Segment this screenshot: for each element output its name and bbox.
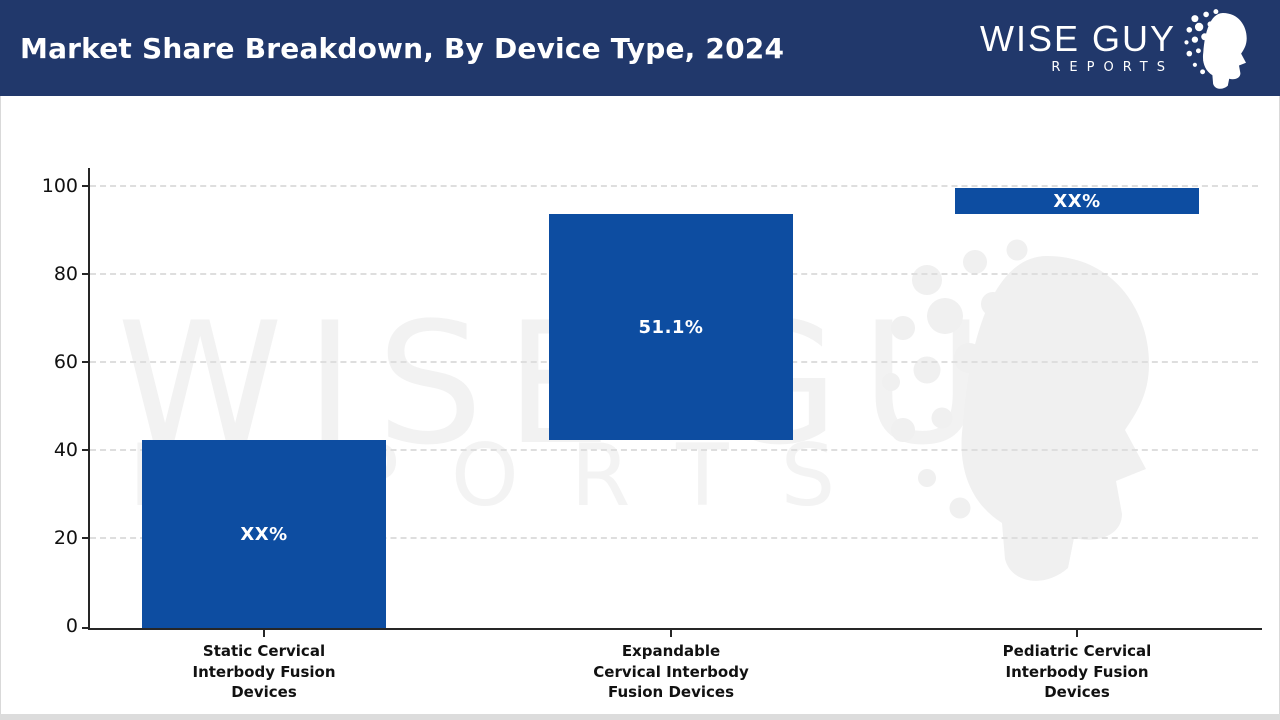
watermark-face-profile-icon bbox=[882, 239, 1149, 581]
y-tick-60 bbox=[82, 361, 89, 363]
gridline-20 bbox=[90, 537, 1258, 539]
y-tick-20 bbox=[82, 537, 89, 539]
y-tick-label-40: 40 bbox=[53, 439, 78, 461]
y-tick-40 bbox=[82, 449, 89, 451]
header-bar: Market Share Breakdown, By Device Type, … bbox=[0, 0, 1280, 96]
bottom-border-strip bbox=[0, 714, 1280, 720]
y-axis-spine bbox=[88, 168, 90, 629]
x-tick-3 bbox=[1076, 630, 1078, 637]
x-category-label-expandable: Expandable Cervical Interbody Fusion Dev… bbox=[593, 642, 749, 701]
y-tick-label-20: 20 bbox=[53, 527, 78, 549]
bar-expandable-cervical: 51.1% bbox=[549, 214, 793, 440]
logo-text: WISE GUY REPORTS bbox=[979, 18, 1176, 76]
x-category-label-pediatric: Pediatric Cervical Interbody Fusion Devi… bbox=[1002, 642, 1152, 701]
gridline-100 bbox=[90, 185, 1258, 187]
bar-value-label: 51.1% bbox=[638, 316, 704, 338]
y-tick-80 bbox=[82, 273, 89, 275]
x-axis-spine bbox=[88, 628, 1262, 630]
y-tick-label-80: 80 bbox=[53, 263, 78, 285]
bar-pediatric-cervical: XX% bbox=[955, 188, 1199, 214]
logo-name: WISE GUY bbox=[979, 18, 1176, 59]
x-tick-2 bbox=[670, 630, 672, 637]
page-title: Market Share Breakdown, By Device Type, … bbox=[20, 31, 785, 65]
logo-tagline: REPORTS bbox=[1051, 60, 1174, 75]
bar-value-label: XX% bbox=[240, 523, 288, 545]
x-category-label-static: Static Cervical Interbody Fusion Devices bbox=[192, 642, 336, 701]
wiseguy-logo: WISE GUY REPORTS bbox=[980, 6, 1266, 90]
gridline-40 bbox=[90, 449, 1258, 451]
face-profile-icon bbox=[1184, 9, 1247, 89]
y-tick-label-60: 60 bbox=[53, 351, 78, 373]
bar-static-cervical: XX% bbox=[142, 440, 386, 628]
y-tick-label-0: 0 bbox=[65, 615, 78, 637]
x-tick-1 bbox=[263, 630, 265, 637]
bar-value-label: XX% bbox=[1053, 190, 1101, 212]
y-tick-label-100: 100 bbox=[41, 175, 78, 197]
y-tick-100 bbox=[82, 185, 89, 187]
y-tick-0 bbox=[82, 627, 89, 629]
